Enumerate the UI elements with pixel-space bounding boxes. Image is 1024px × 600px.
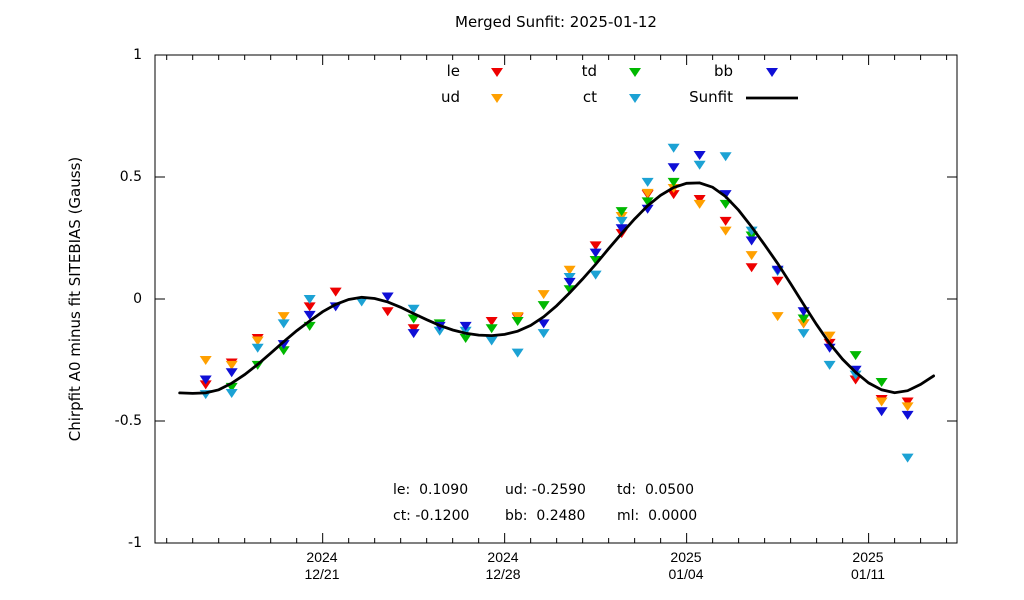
legend-label-sunfit: Sunfit — [689, 88, 733, 106]
x-tick-date: 12/28 — [485, 566, 521, 582]
y-tick-label: 0.5 — [119, 169, 142, 185]
series-td — [225, 177, 888, 392]
x-tick-date: 12/21 — [304, 566, 340, 582]
plot-frame — [154, 54, 958, 544]
legend-label-bb: bb — [713, 62, 733, 80]
legend-key-ct-marker — [629, 94, 641, 103]
y-tick-label: 1 — [133, 47, 142, 63]
stat-ct: ct: -0.1200 — [393, 508, 470, 524]
stat-ml: ml: 0.0000 — [617, 508, 698, 524]
x-tick-label: 2025 01/04 — [641, 549, 731, 583]
x-tick-label: 2024 12/21 — [277, 549, 367, 583]
legend-label-ud: ud — [440, 88, 460, 106]
x-tick-label: 2024 12/28 — [458, 549, 548, 583]
legend-label-le: le — [446, 62, 460, 80]
legend-key-td-marker — [629, 68, 641, 77]
axis-ticks — [155, 54, 957, 544]
y-tick-label: -1 — [128, 535, 142, 551]
x-tick-year: 2024 — [487, 549, 519, 565]
stat-td: td: 0.0500 — [617, 482, 694, 498]
x-tick-year: 2025 — [852, 549, 884, 565]
chart-title: Merged Sunfit: 2025-01-12 — [455, 13, 657, 31]
legend-key-le-marker — [491, 68, 503, 77]
legend-key-bb-marker — [766, 68, 778, 77]
stat-ud: ud: -0.2590 — [505, 482, 586, 498]
y-tick-label: -0.5 — [114, 413, 142, 429]
x-tick-year: 2025 — [670, 549, 702, 565]
x-tick-date: 01/04 — [668, 566, 704, 582]
y-axis-label: Chirpfit A0 minus fit SITEBIAS (Gauss) — [66, 156, 84, 442]
x-tick-label: 2025 01/11 — [823, 549, 913, 583]
sunfit-curve — [178, 181, 935, 395]
y-tick-label: 0 — [133, 291, 142, 307]
x-tick-date: 01/11 — [851, 566, 885, 582]
legend-label-td: td — [581, 62, 597, 80]
x-tick-year: 2024 — [306, 549, 338, 565]
series-bb — [199, 151, 914, 420]
stat-bb: bb: 0.2480 — [505, 508, 586, 524]
stat-le: le: 0.1090 — [393, 482, 469, 498]
legend-label-ct: ct — [582, 88, 597, 106]
legend-key-ud-marker — [491, 94, 503, 103]
legend-keys — [491, 68, 798, 103]
